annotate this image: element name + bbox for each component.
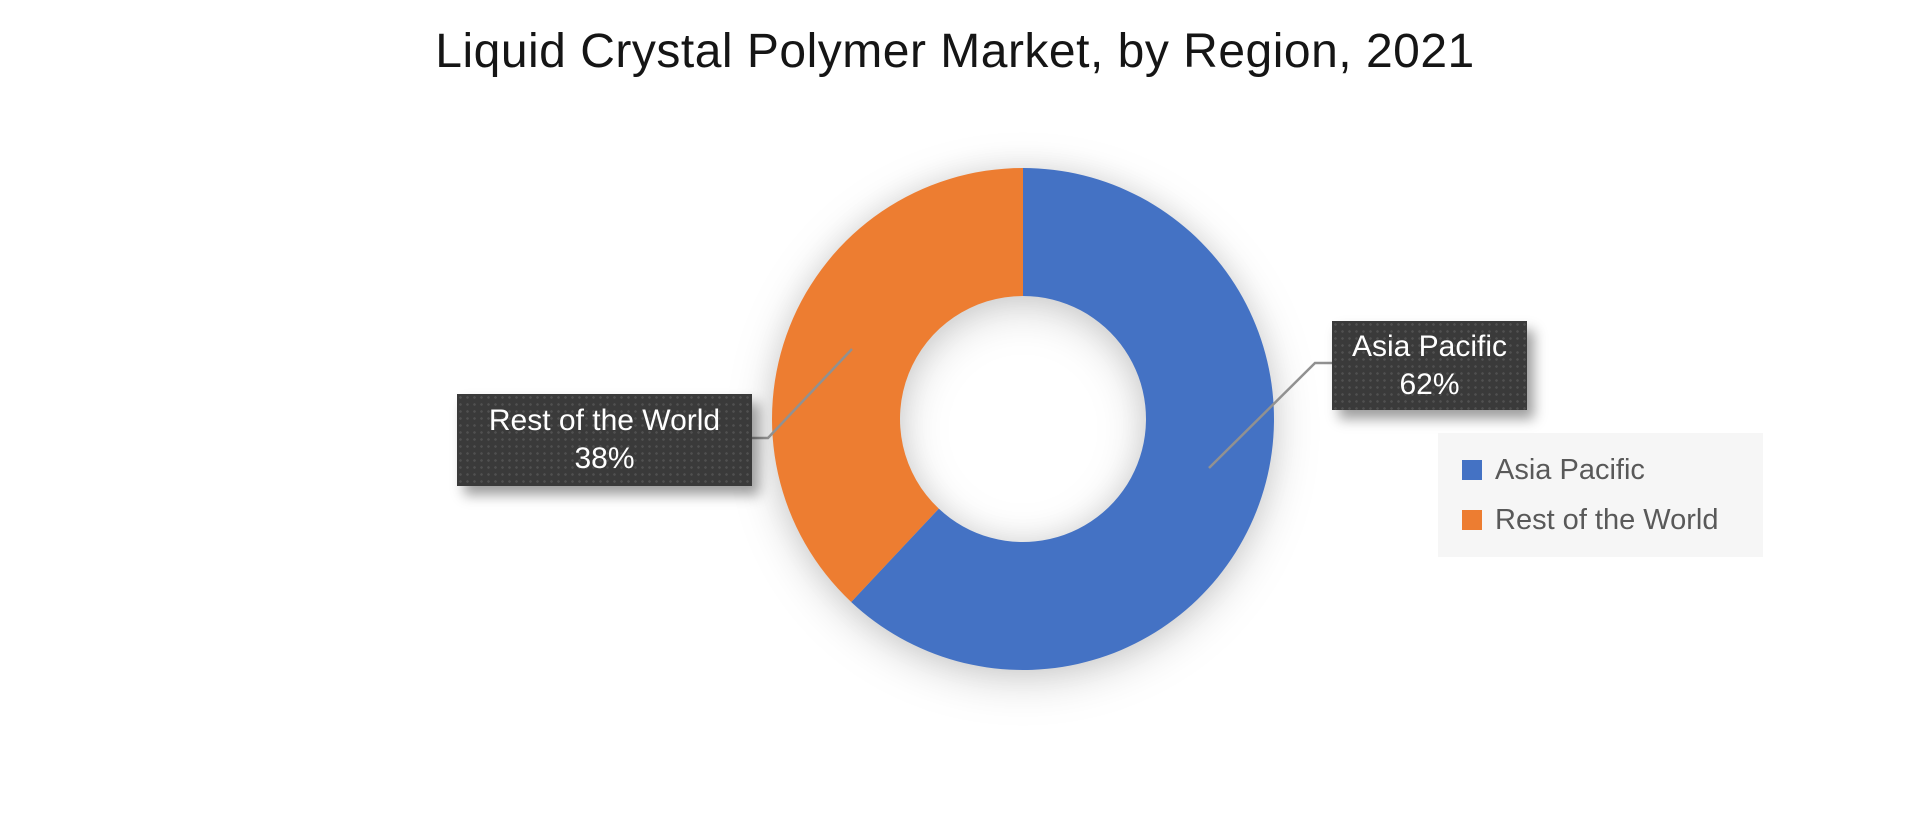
legend-swatch-icon bbox=[1462, 460, 1482, 480]
legend-item-label: Rest of the World bbox=[1495, 503, 1719, 536]
data-label-asia-pacific: Asia Pacific 62% bbox=[1332, 321, 1527, 410]
leader-line-rest-of-world bbox=[752, 348, 853, 440]
data-label-category: Asia Pacific bbox=[1351, 329, 1508, 363]
data-label-rest-of-world: Rest of the World 38% bbox=[457, 394, 752, 486]
chart-title: Liquid Crystal Polymer Market, by Region… bbox=[435, 25, 1475, 78]
leader-line-asia-pacific bbox=[1208, 361, 1332, 469]
legend-item-label: Asia Pacific bbox=[1495, 453, 1645, 486]
legend-item-rest-of-world[interactable]: Rest of the World bbox=[1462, 504, 1763, 537]
data-label-value: 62% bbox=[1399, 367, 1460, 401]
data-label-value: 38% bbox=[574, 442, 635, 475]
donut-segment-asia-pacific[interactable] bbox=[851, 168, 1274, 671]
legend-item-asia-pacific[interactable]: Asia Pacific bbox=[1462, 454, 1763, 487]
data-label-category: Rest of the World bbox=[488, 404, 721, 437]
legend: Asia Pacific Rest of the World bbox=[1438, 433, 1763, 557]
legend-swatch-icon bbox=[1462, 510, 1482, 530]
donut-segment-rest-of-the-world[interactable] bbox=[771, 168, 1023, 602]
